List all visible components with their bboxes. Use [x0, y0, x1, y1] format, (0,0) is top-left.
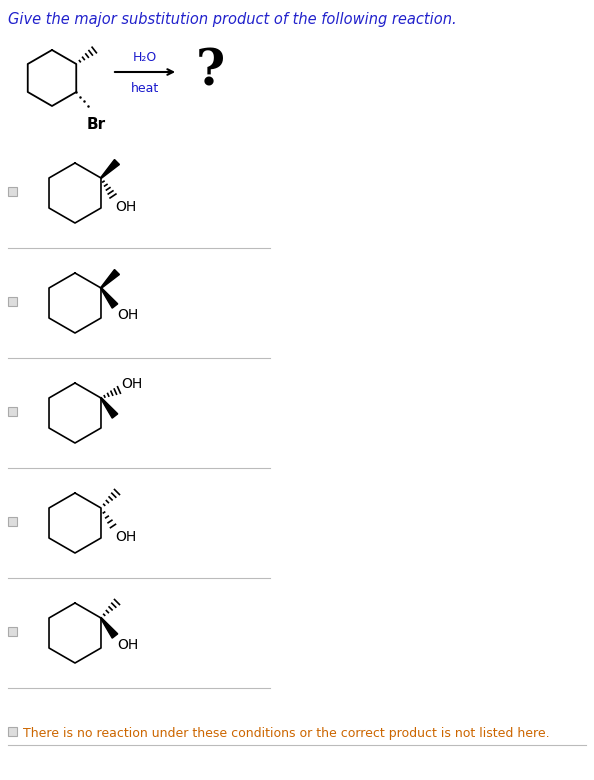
Text: OH: OH — [117, 308, 138, 322]
Polygon shape — [100, 270, 119, 289]
Text: OH: OH — [115, 200, 136, 214]
Text: heat: heat — [131, 82, 159, 95]
Polygon shape — [100, 618, 118, 638]
Text: OH: OH — [115, 530, 136, 544]
Text: OH: OH — [117, 638, 138, 652]
Bar — [8, 517, 17, 526]
Bar — [8, 187, 17, 196]
Text: H₂O: H₂O — [133, 51, 157, 64]
Text: There is no reaction under these conditions or the correct product is not listed: There is no reaction under these conditi… — [23, 726, 549, 739]
Polygon shape — [100, 160, 119, 179]
Text: ?: ? — [195, 48, 225, 97]
Text: Give the major substitution product of the following reaction.: Give the major substitution product of t… — [8, 12, 457, 27]
Bar — [8, 727, 17, 736]
Text: Br: Br — [86, 117, 105, 132]
Polygon shape — [100, 398, 118, 418]
Bar — [8, 407, 17, 416]
Bar — [8, 297, 17, 306]
Text: OH: OH — [121, 377, 142, 391]
Bar — [8, 627, 17, 636]
Polygon shape — [100, 288, 118, 308]
